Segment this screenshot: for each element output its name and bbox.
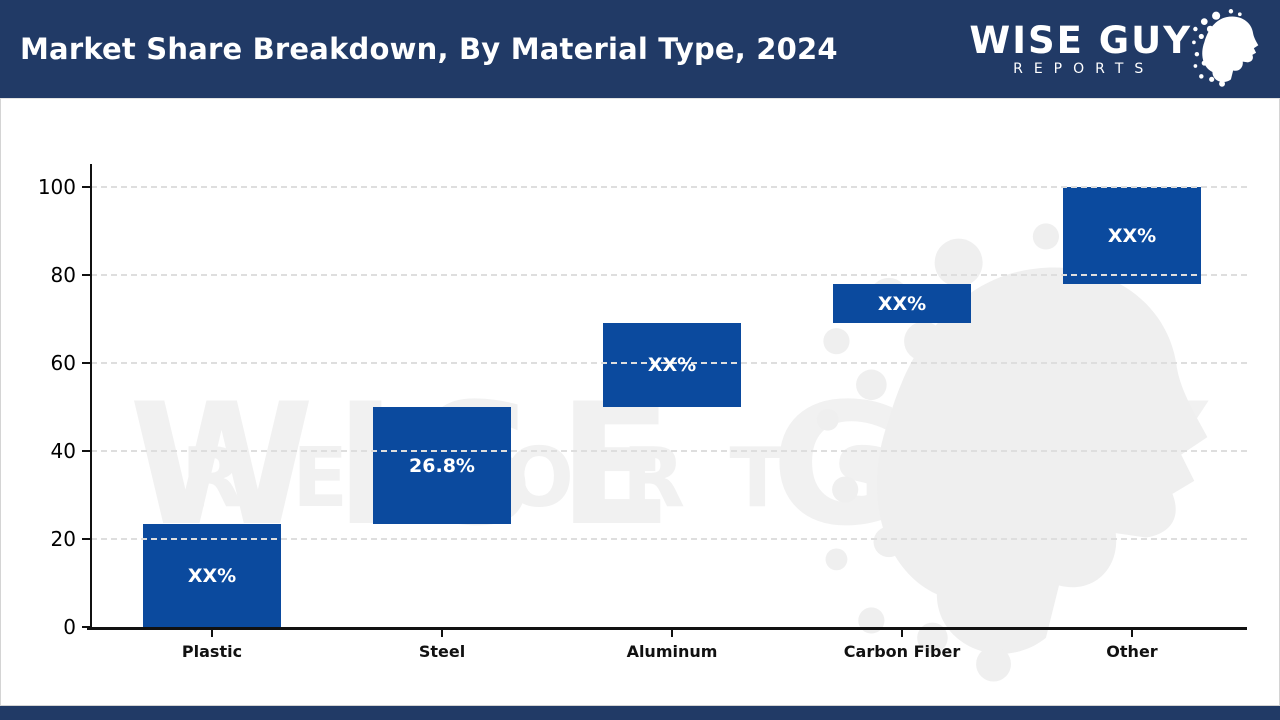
y-axis-tick <box>82 274 90 276</box>
y-axis-tick-label: 20 <box>50 527 76 551</box>
x-axis-category-label: Aluminum <box>626 642 718 661</box>
gridline-40 <box>91 450 1247 452</box>
y-axis-line <box>90 164 92 629</box>
logo-wordmark: WISE GUY <box>969 19 1192 62</box>
logo-subtitle: REPORTS <box>1013 61 1155 77</box>
x-axis-category-label: Carbon Fiber <box>843 642 961 661</box>
x-axis-tick <box>1131 629 1133 637</box>
x-axis-category-label: Other <box>1106 642 1158 661</box>
logo-face-icon <box>1192 9 1259 87</box>
x-axis-tick <box>901 629 903 637</box>
bar-other <box>1063 187 1201 285</box>
y-axis-tick-label: 40 <box>50 439 76 463</box>
y-axis-tick <box>82 450 90 452</box>
x-axis-tick <box>441 629 443 637</box>
bar-value-label: XX% <box>1107 224 1157 247</box>
bar-plastic <box>143 524 281 627</box>
y-axis-tick-label: 80 <box>50 263 76 287</box>
y-axis-tick <box>82 538 90 540</box>
gridline-80 <box>91 274 1247 276</box>
page-title: Market Share Breakdown, By Material Type… <box>20 32 838 66</box>
bar-steel <box>373 406 511 525</box>
bar-value-label: 26.8% <box>409 454 475 477</box>
chart-panel: WISE GUY REPORTS XX% Plastic 26.8% Steel XX%… <box>0 98 1280 706</box>
watermark-subtitle: REPORTS <box>181 431 941 526</box>
gridline-100 <box>91 186 1247 188</box>
x-axis-tick <box>211 629 213 637</box>
bar-value-label: XX% <box>187 564 237 587</box>
header-bar: Market Share Breakdown, By Material Type… <box>0 0 1280 98</box>
gridline-60 <box>91 362 1247 364</box>
gridline-20 <box>91 538 1247 540</box>
y-axis-tick <box>82 626 90 628</box>
y-axis-tick-label: 100 <box>37 175 76 199</box>
bar-value-label: XX% <box>647 353 697 376</box>
wise-guy-logo: WISE GUY REPORTS <box>969 8 1262 90</box>
y-axis-tick-label: 0 <box>63 615 76 639</box>
bar-aluminum <box>603 323 741 407</box>
x-axis-category-label: Steel <box>418 642 466 661</box>
x-axis-line <box>87 627 1247 630</box>
bar-value-label: XX% <box>877 292 927 315</box>
y-axis-tick-label: 60 <box>50 351 76 375</box>
footer-bar <box>0 706 1280 720</box>
y-axis-tick <box>82 186 90 188</box>
bar-carbon-fiber <box>833 284 971 324</box>
y-axis-tick <box>82 362 90 364</box>
x-axis-category-label: Plastic <box>181 642 243 661</box>
x-axis-tick <box>671 629 673 637</box>
logo-text: WISE GUY REPORTS <box>969 22 1192 76</box>
